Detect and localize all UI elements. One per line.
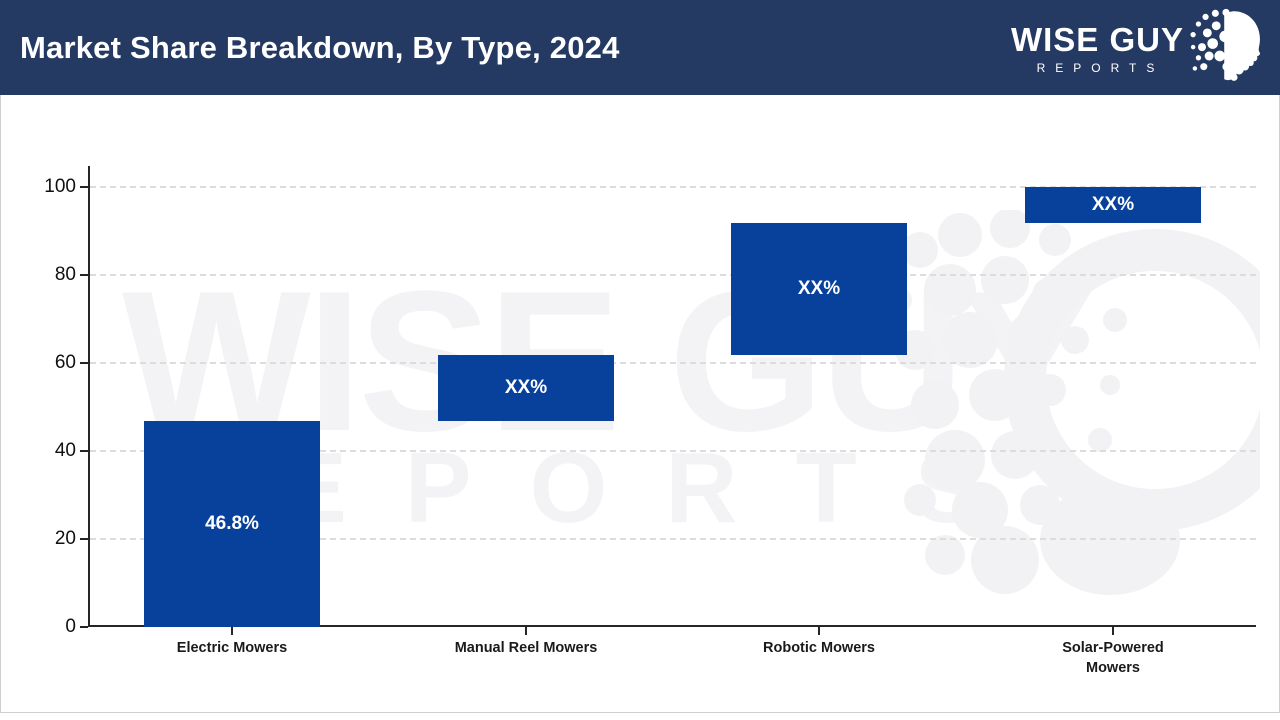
x-tick-mark-electric-mowers [231,627,233,635]
watermark-face-icon [888,210,1260,595]
y-tick-mark-60 [80,362,88,365]
x-tick-mark-solar-powered-mowers [1112,627,1114,635]
gridline-80 [90,274,1256,277]
wiseguy-face-icon [1190,8,1261,81]
bar-electric-mowers: 46.8% [144,421,320,627]
x-tick-mark-robotic-mowers [818,627,820,635]
y-tick-mark-40 [80,450,88,453]
x-tick-mark-manual-reel-mowers [525,627,527,635]
gridline-60 [90,362,1256,365]
bar-value-label-solar-powered-mowers: XX% [1091,194,1135,216]
y-tick-label-40: 40 [54,440,76,462]
header-bar: Market Share Breakdown, By Type, 2024 WI… [0,0,1280,95]
gridline-40 [90,450,1256,453]
wiseguy-logo-name: WISE GUY [1010,21,1184,58]
bar-value-label-manual-reel-mowers: XX% [504,377,548,399]
bar-robotic-mowers: XX% [731,223,907,356]
y-tick-mark-80 [80,274,88,277]
wiseguy-logo-text: WISE GUY REPORTS [1011,21,1184,75]
bar-value-label-electric-mowers: 46.8% [205,513,259,535]
y-tick-mark-0 [80,626,88,628]
gridline-100 [90,186,1256,189]
wiseguy-logo: WISE GUY REPORTS [1011,6,1266,90]
y-tick-label-0: 0 [65,616,76,637]
bar-value-label-robotic-mowers: XX% [797,278,841,300]
y-tick-mark-20 [80,538,88,541]
bar-solar-powered-mowers: XX% [1025,187,1201,224]
y-tick-label-100: 100 [44,176,76,198]
y-tick-label-60: 60 [54,352,76,374]
wiseguy-logo-tagline: REPORTS [1036,61,1165,75]
y-tick-mark-100 [80,186,88,189]
x-tick-label-robotic-mowers: Robotic Mowers [763,640,875,656]
chart-title: Market Share Breakdown, By Type, 2024 [20,29,620,65]
bar-manual-reel-mowers: XX% [438,355,614,422]
x-tick-label-solar-powered-mowers: Solar-Powered Mowers [1062,640,1164,677]
x-tick-label-electric-mowers: Electric Mowers [176,640,288,656]
y-tick-label-20: 20 [54,528,76,550]
x-tick-label-manual-reel-mowers: Manual Reel Mowers [454,640,598,656]
y-tick-label-80: 80 [54,264,76,286]
plot-area: 0 20 40 60 80 100 46.8% Electric Mowers XX% Manua… [44,166,1256,676]
gridline-20 [90,538,1256,541]
